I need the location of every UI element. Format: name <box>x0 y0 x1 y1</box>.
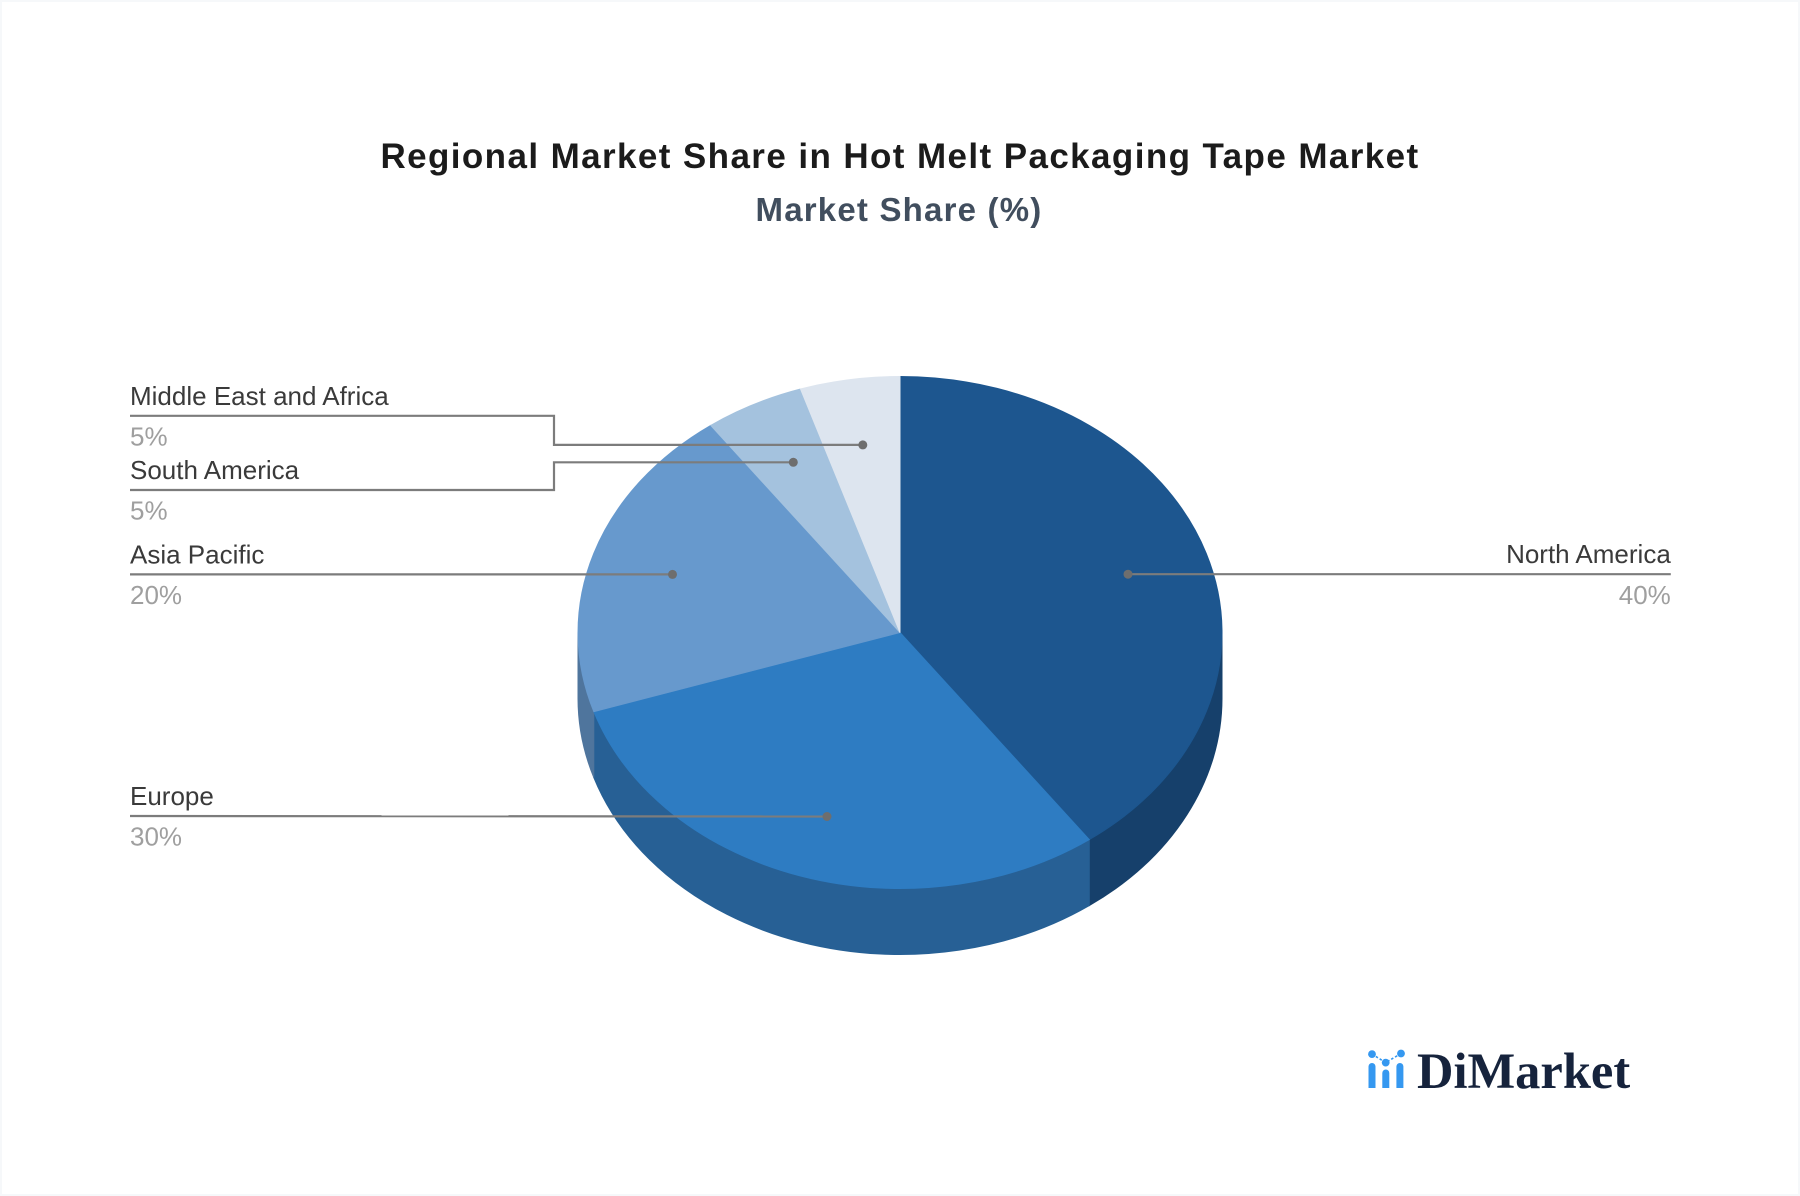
svg-text:DiMarket: DiMarket <box>1417 1043 1630 1099</box>
svg-text:Market Share (%): Market Share (%) <box>756 191 1043 228</box>
svg-text:5%: 5% <box>130 421 168 451</box>
svg-text:30%: 30% <box>130 822 182 852</box>
svg-text:20%: 20% <box>130 580 182 610</box>
svg-text:5%: 5% <box>130 496 168 526</box>
svg-text:North America: North America <box>1506 539 1671 569</box>
svg-text:Europe: Europe <box>130 781 214 811</box>
svg-text:South America: South America <box>130 455 300 485</box>
svg-text:40%: 40% <box>1619 580 1671 610</box>
svg-text:Regional Market Share in Hot M: Regional Market Share in Hot Melt Packag… <box>380 137 1419 176</box>
svg-text:Middle East and Africa: Middle East and Africa <box>130 381 389 411</box>
svg-text:Asia Pacific: Asia Pacific <box>130 539 264 569</box>
